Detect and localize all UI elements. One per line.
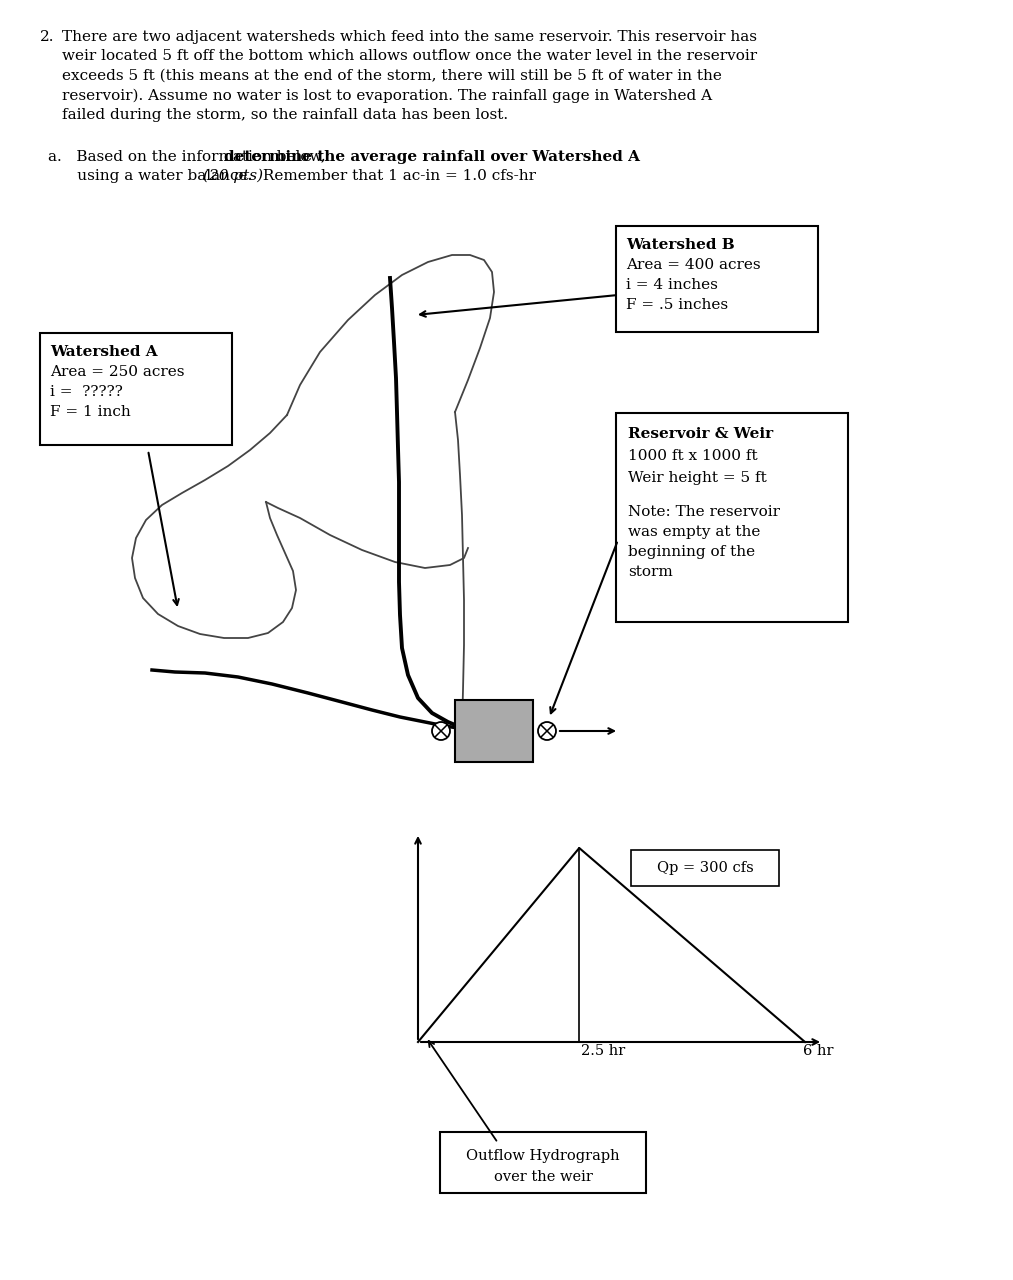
Text: a.   Based on the information below,: a. Based on the information below, [48, 150, 330, 164]
Text: exceeds 5 ft (this means at the end of the storm, there will still be 5 ft of wa: exceeds 5 ft (this means at the end of t… [62, 69, 722, 83]
Text: failed during the storm, so the rainfall data has been lost.: failed during the storm, so the rainfall… [62, 108, 509, 122]
FancyBboxPatch shape [631, 850, 779, 886]
Text: Qp = 300 cfs: Qp = 300 cfs [656, 861, 754, 876]
Text: weir located 5 ft off the bottom which allows outflow once the water level in th: weir located 5 ft off the bottom which a… [62, 50, 757, 64]
Text: Reservoir & Weir: Reservoir & Weir [628, 428, 773, 442]
Text: 2.5 hr: 2.5 hr [581, 1044, 625, 1059]
Text: (20 pts): (20 pts) [203, 169, 263, 183]
FancyBboxPatch shape [40, 333, 232, 445]
Text: Watershed B: Watershed B [626, 238, 734, 252]
Text: was empty at the: was empty at the [628, 525, 761, 539]
Text: Area = 400 acres: Area = 400 acres [626, 259, 761, 271]
Text: There are two adjacent watersheds which feed into the same reservoir. This reser: There are two adjacent watersheds which … [62, 29, 757, 44]
Text: F = 1 inch: F = 1 inch [50, 404, 131, 419]
Circle shape [538, 722, 556, 740]
FancyBboxPatch shape [616, 227, 819, 332]
FancyBboxPatch shape [616, 413, 848, 622]
FancyBboxPatch shape [440, 1132, 646, 1193]
Bar [455, 700, 533, 762]
Text: reservoir). Assume no water is lost to evaporation. The rainfall gage in Watersh: reservoir). Assume no water is lost to e… [62, 88, 712, 102]
Text: Remember that 1 ac-in = 1.0 cfs-hr: Remember that 1 ac-in = 1.0 cfs-hr [258, 169, 536, 183]
Text: beginning of the: beginning of the [628, 545, 755, 559]
Text: Watershed A: Watershed A [50, 346, 158, 358]
Text: 2.: 2. [40, 29, 55, 44]
Text: i = 4 inches: i = 4 inches [626, 278, 718, 292]
Text: storm: storm [628, 564, 673, 579]
Text: over the weir: over the weir [493, 1170, 593, 1184]
Text: 1000 ft x 1000 ft: 1000 ft x 1000 ft [628, 449, 758, 463]
Text: using a water balance.: using a water balance. [48, 169, 257, 183]
Text: Note: The reservoir: Note: The reservoir [628, 506, 780, 518]
Text: i =  ?????: i = ????? [50, 385, 123, 399]
Text: Weir height = 5 ft: Weir height = 5 ft [628, 471, 767, 485]
Text: Outflow Hydrograph: Outflow Hydrograph [466, 1149, 620, 1164]
Text: determine the average rainfall over Watershed A: determine the average rainfall over Wate… [224, 150, 640, 164]
Text: Area = 250 acres: Area = 250 acres [50, 365, 184, 379]
Text: 6 hr: 6 hr [803, 1044, 834, 1059]
Text: F = .5 inches: F = .5 inches [626, 298, 728, 312]
Circle shape [432, 722, 450, 740]
